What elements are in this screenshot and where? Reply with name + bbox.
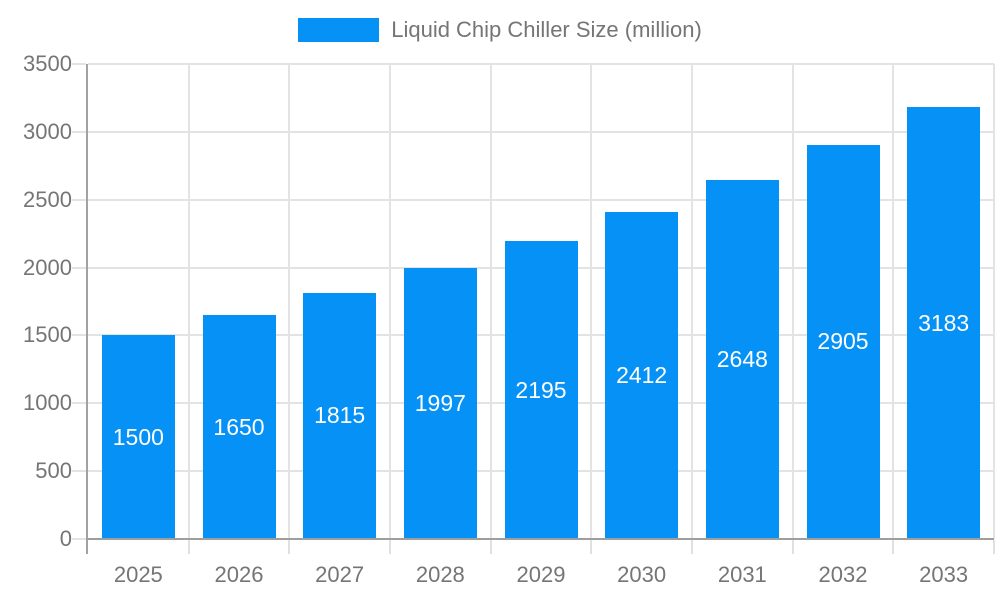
y-axis-label: 2500 [23,186,72,212]
x-axis-label-2027: 2027 [315,562,365,587]
y-axis-label: 0 [59,526,72,551]
legend-swatch[interactable] [298,18,380,42]
x-axis-tick [187,540,190,554]
x-axis-label-2029: 2029 [516,562,566,587]
y-axis-tick [72,334,86,337]
plot-area: 0 500 1000 1500 2000 2500 3000 3500 1500 2025 1650… [23,51,995,587]
legend-label: Liquid Chip Chiller Size (million) [391,17,702,42]
gridline-x [288,64,291,539]
bar-2031[interactable]: 2648 [705,179,779,539]
bar-value-label: 1650 [213,413,265,440]
x-axis-tick [892,540,895,554]
bar-2032[interactable]: 2905 [806,144,880,539]
y-axis-label: 3500 [23,51,72,76]
bar-value-label: 2648 [716,345,768,372]
y-axis-label: 3000 [23,118,72,144]
x-axis-label-2033: 2033 [919,562,969,587]
y-axis-label: 500 [35,458,72,484]
y-axis-tick [72,198,86,201]
bar-value-label: 1500 [112,423,164,450]
bar-2026[interactable]: 1650 [202,315,276,539]
bar-value-label: 2412 [616,361,668,388]
y-axis-tick [72,130,86,133]
gridline-x [993,64,995,539]
legend[interactable]: Liquid Chip Chiller Size (million) [0,16,1000,44]
x-axis-label-2031: 2031 [717,562,767,587]
x-axis-label-2025: 2025 [113,562,163,587]
gridline-x [791,64,794,539]
y-axis-label: 2000 [23,254,72,280]
y-axis-tick [72,266,86,269]
x-axis-tick [993,540,995,554]
bar-2027[interactable]: 1815 [303,292,377,539]
bar-2028[interactable]: 1997 [403,267,477,539]
bar-2030[interactable]: 2412 [605,211,679,539]
gridline-y [88,198,994,201]
x-axis-tick [288,540,291,554]
gridline-x [892,64,895,539]
y-axis-tick [72,402,86,405]
bar-2025[interactable]: 1500 [101,335,175,539]
x-axis-tick [791,540,794,554]
y-axis-tick [72,63,86,65]
bar-value-label: 2195 [515,376,567,403]
x-axis-tick [590,540,593,554]
bar-value-label: 1997 [414,389,466,416]
gridline-x [691,64,693,539]
x-axis-tick [489,540,492,554]
gridline-x [389,64,391,539]
gridline-x [187,64,190,539]
gridline-x [590,64,593,539]
bar-value-label: 3183 [918,309,970,336]
bar-2029[interactable]: 2195 [504,241,578,539]
gridline-y [88,63,994,65]
x-axis-line [86,538,994,540]
x-axis-label-2026: 2026 [214,562,264,587]
x-axis-label-2030: 2030 [617,562,667,587]
x-axis-tick [389,540,391,554]
y-axis-tick [72,470,86,473]
gridline-x [489,64,492,539]
y-axis-line [86,64,88,554]
bar-value-label: 2905 [817,328,869,355]
x-axis-label-2028: 2028 [415,562,465,587]
y-axis-label: 1000 [23,390,72,416]
bar-2033[interactable]: 3183 [907,107,981,539]
gridline-y [88,130,994,133]
y-axis-tick [72,538,86,540]
bar-value-label: 1815 [314,402,366,429]
x-axis-label-2032: 2032 [818,562,868,587]
x-axis-tick [691,540,693,554]
y-axis-label: 1500 [23,322,72,348]
